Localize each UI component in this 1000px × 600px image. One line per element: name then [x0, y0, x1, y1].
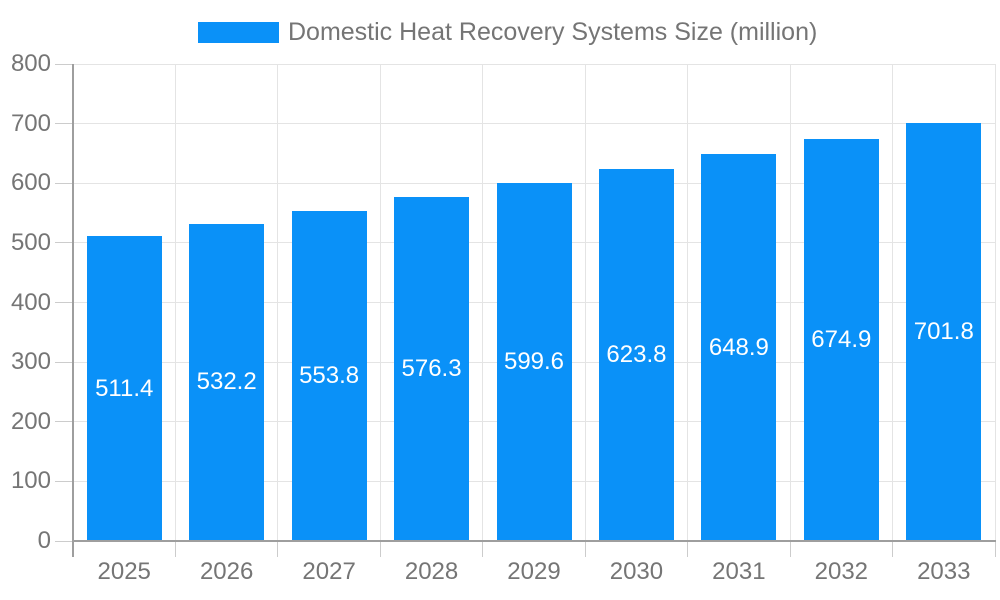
gridline-horizontal: [73, 123, 995, 125]
bar-value-label: 599.6: [503, 348, 565, 376]
y-axis-tick: [55, 540, 73, 542]
gridline-horizontal: [73, 182, 995, 184]
y-axis-tick: [55, 123, 73, 125]
x-axis-tick-label: 2025: [97, 558, 151, 585]
bar: 553.8: [291, 210, 367, 541]
gridline-horizontal: [73, 63, 995, 65]
x-axis-tick-label: 2033: [917, 558, 971, 585]
bar-value-label: 511.4: [95, 374, 154, 402]
gridline-vertical: [379, 64, 381, 541]
x-axis-tick-label: 2029: [507, 558, 561, 585]
x-axis-tick: [174, 541, 176, 557]
x-axis-tick: [687, 541, 689, 557]
y-axis-tick-label: 100: [10, 467, 51, 495]
gridline-vertical: [994, 64, 996, 541]
bar-value-label: 553.8: [299, 361, 360, 389]
legend-swatch: [198, 22, 279, 43]
y-axis-tick: [55, 480, 73, 482]
y-axis-tick-label: 400: [10, 288, 51, 316]
y-axis-tick: [55, 182, 73, 184]
bar-value-label: 576.3: [401, 355, 462, 383]
legend-label: Domestic Heat Recovery Systems Size (mil…: [288, 18, 818, 46]
bar: 599.6: [496, 183, 572, 541]
x-axis-tick-label: 2031: [712, 558, 766, 585]
gridline-vertical: [789, 64, 791, 541]
x-axis-tick-label: 2030: [609, 558, 664, 585]
bar-value-label: 532.2: [196, 368, 257, 396]
bar: 511.4: [86, 236, 162, 541]
x-axis-tick: [892, 541, 894, 557]
gridline-vertical: [482, 64, 484, 541]
y-axis-tick-label: 700: [10, 109, 51, 137]
y-axis-tick: [55, 361, 73, 363]
x-axis-tick: [379, 541, 381, 557]
bar: 576.3: [394, 197, 470, 541]
bar: 648.9: [701, 154, 777, 541]
y-axis-tick: [55, 242, 73, 244]
bar-value-label: 674.9: [811, 325, 872, 353]
bar: 674.9: [803, 138, 879, 541]
gridline-vertical: [892, 64, 894, 541]
y-axis-tick: [55, 421, 73, 423]
bar: 701.8: [906, 122, 982, 541]
gridline-vertical: [584, 64, 586, 541]
gridline-vertical: [277, 64, 279, 541]
y-axis-tick-label: 600: [10, 169, 51, 197]
chart-legend: Domestic Heat Recovery Systems Size (mil…: [198, 18, 818, 46]
bar-value-label: 648.9: [708, 333, 769, 361]
x-axis-line: [72, 540, 996, 542]
x-axis-tick: [789, 541, 791, 557]
bar-value-label: 623.8: [606, 341, 667, 369]
y-axis-tick: [55, 302, 73, 303]
gridline-vertical: [687, 64, 689, 541]
y-axis-tick-label: 0: [37, 527, 51, 554]
gridline-vertical: [174, 64, 176, 541]
x-axis-tick: [482, 541, 484, 557]
x-axis-tick: [994, 541, 996, 557]
y-axis-tick-label: 500: [10, 228, 51, 256]
y-axis-tick: [55, 63, 73, 65]
x-axis-tick: [584, 541, 586, 557]
y-axis-line: [72, 64, 74, 557]
x-axis-tick-label: 2027: [302, 558, 356, 585]
bar-value-label: 701.8: [913, 317, 974, 345]
x-axis-tick-label: 2032: [814, 558, 869, 585]
y-axis-tick-label: 200: [10, 407, 51, 435]
y-axis-tick-label: 800: [10, 50, 51, 77]
bar: 532.2: [189, 223, 265, 541]
y-axis-tick-label: 300: [10, 348, 51, 376]
x-axis-tick-label: 2028: [404, 558, 459, 585]
x-axis-tick: [277, 541, 279, 557]
x-axis-tick-label: 2026: [199, 558, 254, 585]
bar: 623.8: [598, 169, 674, 541]
